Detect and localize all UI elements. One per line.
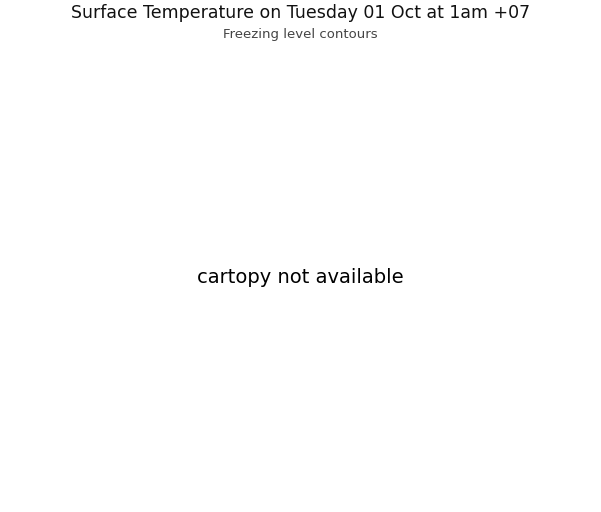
Text: Freezing level contours: Freezing level contours xyxy=(223,28,378,41)
Text: cartopy not available: cartopy not available xyxy=(197,268,404,287)
Text: Surface Temperature on Tuesday 01 Oct at 1am +07: Surface Temperature on Tuesday 01 Oct at… xyxy=(71,4,530,22)
